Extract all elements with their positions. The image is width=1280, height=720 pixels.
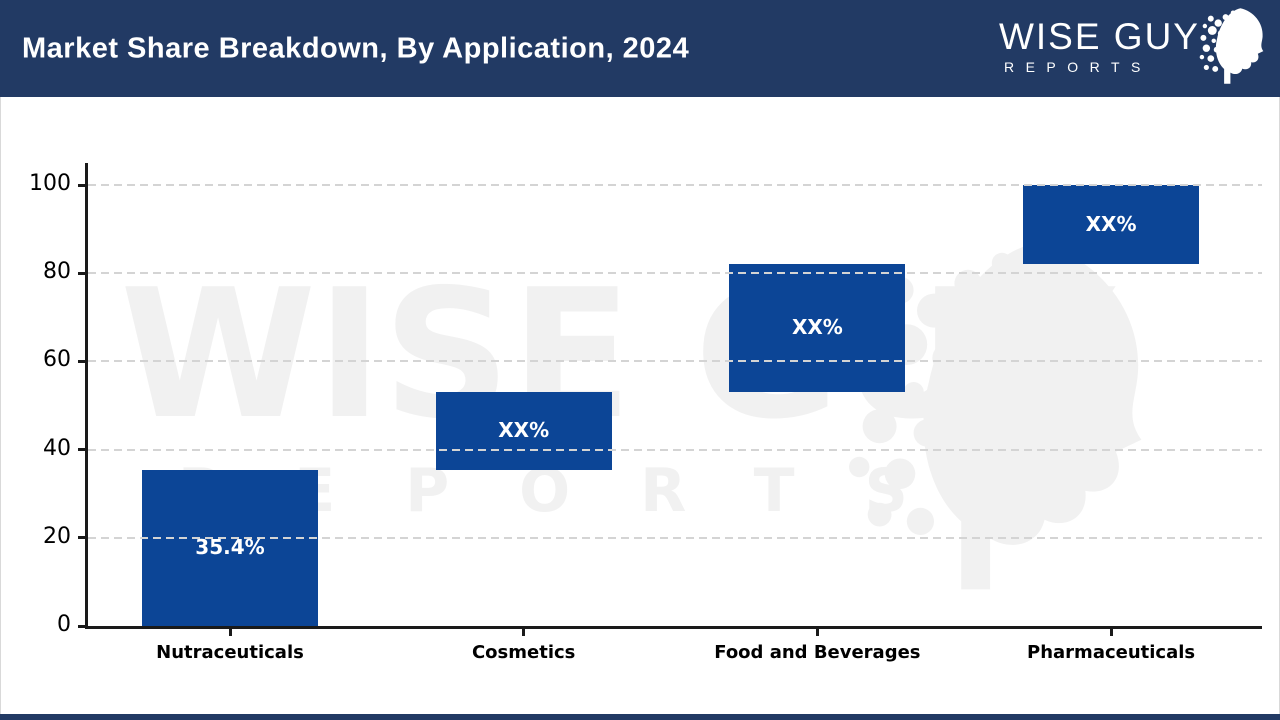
y-tick-mark — [78, 624, 88, 628]
y-tick-mark — [78, 183, 88, 187]
x-tick-label: Cosmetics — [471, 642, 576, 663]
gridline — [88, 272, 1262, 275]
logo-text: WISE GUY REPORTS — [998, 16, 1200, 75]
x-axis-line — [85, 626, 1262, 629]
x-tick-label: Pharmaceuticals — [1027, 642, 1196, 663]
x-tick-mark — [228, 629, 232, 636]
logo-face-icon — [1196, 4, 1270, 88]
y-tick-label: 100 — [29, 171, 71, 196]
y-tick-label: 80 — [43, 259, 71, 285]
bar-value-label: XX% — [1085, 211, 1137, 236]
gridline — [88, 448, 1262, 451]
logo-subtext: REPORTS — [1003, 58, 1152, 75]
y-tick-mark — [78, 448, 88, 452]
x-tick-mark — [815, 629, 819, 636]
y-tick-label: 40 — [43, 435, 71, 461]
bar-nutraceuticals — [142, 469, 318, 626]
gridline — [88, 536, 1262, 539]
y-tick-label: 0 — [57, 612, 71, 637]
y-tick-label: 20 — [43, 523, 71, 549]
y-tick-mark — [78, 536, 88, 540]
gridline — [88, 184, 1262, 186]
bar-value-label: XX% — [498, 418, 550, 443]
footer-bar — [0, 714, 1280, 720]
y-tick-mark — [78, 271, 88, 275]
page-title: Market Share Breakdown, By Application, … — [22, 32, 690, 64]
gridline — [88, 360, 1262, 363]
x-tick-mark — [1109, 629, 1113, 636]
bar-value-label: 35.4% — [195, 534, 265, 559]
logo-wordmark: WISE GUY — [998, 16, 1200, 58]
wise-guy-reports-logo: WISE GUY REPORTS — [999, 4, 1270, 88]
x-tick-label: Food and Beverages — [714, 642, 921, 663]
x-tick-mark — [522, 629, 526, 636]
y-axis-line — [85, 163, 88, 629]
x-tick-label: Nutraceuticals — [156, 642, 304, 663]
y-tick-label: 60 — [43, 347, 71, 373]
header: Market Share Breakdown, By Application, … — [0, 0, 1280, 97]
y-tick-mark — [78, 359, 88, 363]
bar-value-label: XX% — [791, 315, 843, 340]
bar-cosmetics — [435, 392, 612, 470]
